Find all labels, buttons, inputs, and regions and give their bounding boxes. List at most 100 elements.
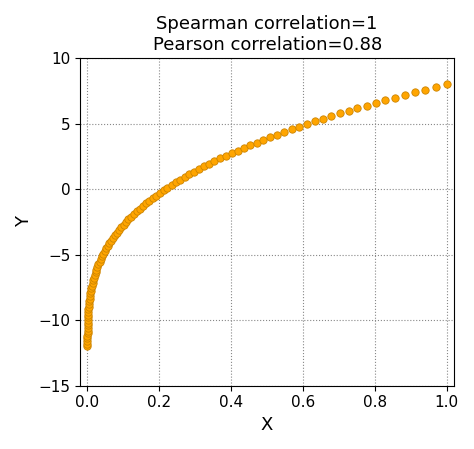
Point: [311, 118, 319, 125]
Point: [113, 229, 121, 236]
Point: [190, 168, 198, 175]
Point: [98, 253, 106, 260]
Point: [88, 282, 96, 289]
Point: [336, 110, 344, 117]
Point: [303, 120, 311, 128]
Point: [133, 208, 140, 215]
Point: [84, 317, 91, 324]
Point: [146, 197, 153, 204]
Point: [84, 319, 91, 326]
Point: [86, 292, 94, 299]
Point: [354, 105, 361, 112]
Point: [85, 306, 92, 313]
Point: [142, 200, 150, 207]
Point: [101, 247, 109, 255]
Point: [88, 285, 95, 292]
Point: [109, 234, 117, 242]
Point: [84, 330, 91, 337]
Point: [130, 211, 137, 218]
Point: [84, 335, 91, 342]
Point: [363, 102, 370, 109]
Point: [234, 147, 241, 154]
Point: [84, 343, 91, 350]
Point: [95, 261, 102, 268]
Point: [90, 274, 98, 281]
Point: [281, 128, 288, 136]
Point: [122, 218, 130, 225]
Point: [168, 181, 175, 189]
Point: [84, 321, 91, 329]
Point: [372, 99, 380, 106]
Point: [185, 171, 193, 178]
Point: [345, 107, 352, 114]
Point: [401, 91, 409, 98]
Point: [136, 205, 143, 212]
Point: [84, 324, 91, 331]
Point: [195, 166, 203, 173]
Point: [96, 258, 103, 265]
Point: [90, 277, 97, 284]
Point: [85, 300, 93, 308]
Point: [391, 94, 399, 101]
Point: [246, 141, 254, 149]
Point: [382, 97, 389, 104]
Point: [115, 226, 123, 233]
X-axis label: X: X: [261, 416, 273, 434]
Point: [87, 290, 94, 297]
Point: [176, 176, 184, 183]
Point: [87, 287, 95, 295]
Point: [84, 332, 91, 339]
Point: [172, 179, 180, 186]
Point: [259, 136, 267, 144]
Point: [93, 266, 100, 273]
Point: [91, 271, 99, 278]
Point: [84, 327, 91, 334]
Point: [86, 295, 93, 302]
Point: [443, 81, 451, 88]
Point: [120, 221, 128, 228]
Point: [84, 314, 92, 321]
Point: [422, 86, 429, 93]
Point: [111, 232, 118, 239]
Point: [149, 194, 156, 202]
Point: [108, 237, 115, 244]
Y-axis label: Y: Y: [15, 216, 33, 228]
Point: [211, 158, 219, 165]
Title: Spearman correlation=1
Pearson correlation=0.88: Spearman correlation=1 Pearson correlati…: [153, 15, 382, 54]
Point: [84, 311, 92, 318]
Point: [411, 89, 419, 96]
Point: [85, 303, 92, 310]
Point: [273, 131, 281, 138]
Point: [295, 123, 303, 130]
Point: [84, 338, 91, 345]
Point: [181, 173, 188, 180]
Point: [102, 245, 110, 252]
Point: [118, 224, 125, 231]
Point: [84, 308, 92, 316]
Point: [253, 139, 260, 146]
Point: [240, 144, 247, 151]
Point: [92, 269, 100, 276]
Point: [160, 187, 167, 194]
Point: [228, 150, 235, 157]
Point: [139, 202, 146, 210]
Point: [106, 240, 113, 247]
Point: [156, 189, 164, 197]
Point: [164, 184, 171, 191]
Point: [94, 264, 101, 271]
Point: [200, 163, 208, 170]
Point: [216, 155, 224, 162]
Point: [84, 340, 91, 348]
Point: [127, 213, 135, 220]
Point: [319, 115, 327, 122]
Point: [89, 279, 96, 286]
Point: [125, 216, 132, 223]
Point: [328, 113, 335, 120]
Point: [266, 134, 274, 141]
Point: [152, 192, 160, 199]
Point: [97, 255, 105, 263]
Point: [432, 84, 440, 91]
Point: [104, 242, 111, 249]
Point: [222, 152, 229, 159]
Point: [100, 250, 107, 257]
